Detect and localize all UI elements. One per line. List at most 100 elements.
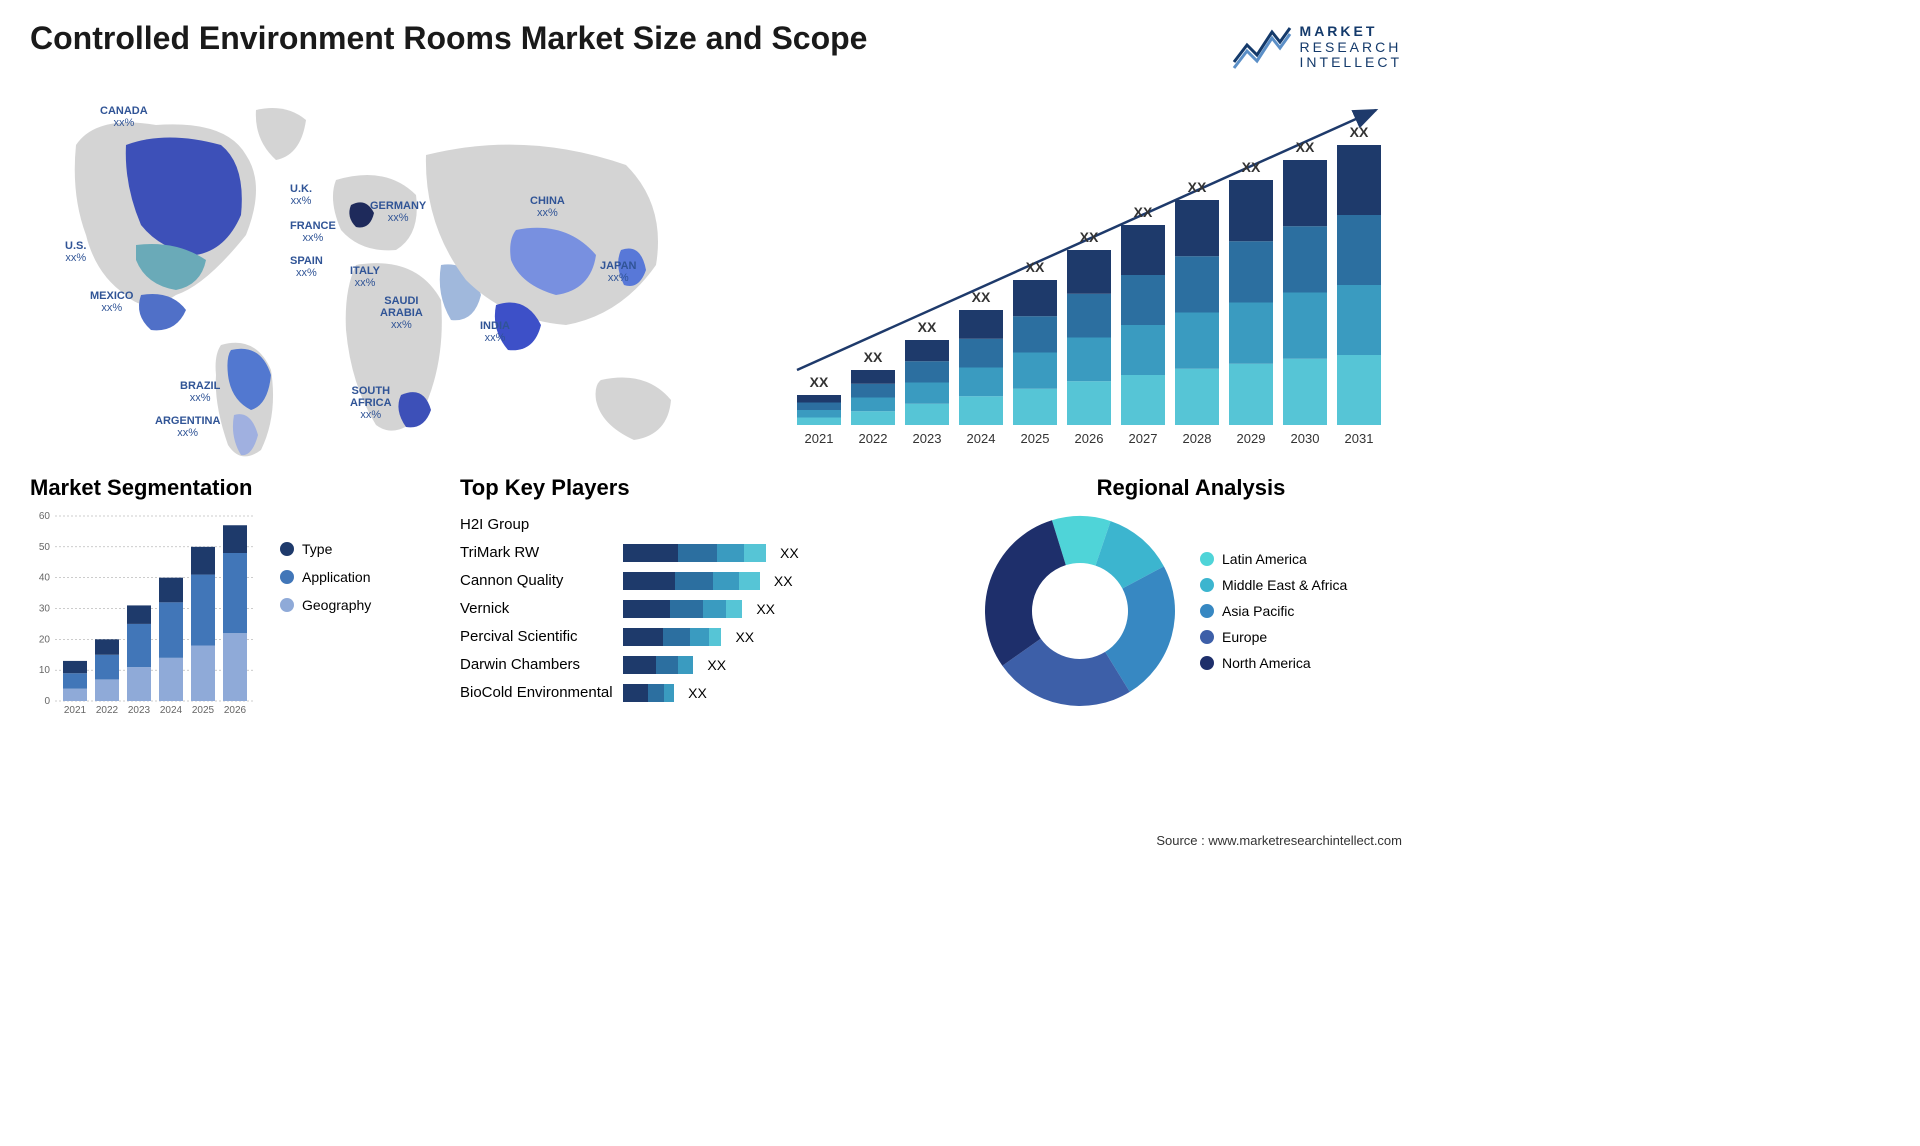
segmentation-chart: 0102030405060202120222023202420252026	[30, 511, 260, 721]
map-country-label: CANADAxx%	[100, 105, 148, 129]
regional-panel: Regional Analysis Latin America Middle Ea…	[980, 475, 1402, 721]
svg-text:2025: 2025	[192, 705, 215, 716]
legend-item: Asia Pacific	[1200, 603, 1347, 619]
segmentation-title: Market Segmentation	[30, 475, 430, 501]
svg-text:2022: 2022	[859, 431, 888, 446]
svg-text:20: 20	[39, 634, 51, 645]
map-country-label: ITALYxx%	[350, 265, 380, 289]
svg-text:50: 50	[39, 542, 51, 553]
map-country-label: SPAINxx%	[290, 255, 323, 279]
map-country-label: INDIAxx%	[480, 320, 510, 344]
svg-text:XX: XX	[1296, 139, 1315, 155]
player-bar	[623, 656, 693, 674]
svg-text:XX: XX	[1188, 179, 1207, 195]
svg-text:2030: 2030	[1291, 431, 1320, 446]
map-country-label: BRAZILxx%	[180, 380, 220, 404]
map-country-label: GERMANYxx%	[370, 200, 426, 224]
legend-item: Geography	[280, 597, 371, 613]
player-row: BioCold Environmental XX	[460, 679, 950, 706]
player-value: XX	[780, 545, 799, 561]
players-chart: H2I GroupTriMark RWXXCannon QualityXXVer…	[460, 511, 950, 706]
svg-text:2029: 2029	[1237, 431, 1266, 446]
map-country-label: SAUDIARABIAxx%	[380, 295, 423, 331]
brand-logo: MARKET RESEARCH INTELLECT	[1232, 20, 1402, 75]
player-name: Cannon Quality	[460, 572, 615, 589]
player-name: H2I Group	[460, 516, 615, 533]
player-row: Percival Scientific XX	[460, 623, 950, 650]
svg-text:XX: XX	[864, 349, 883, 365]
players-panel: Top Key Players H2I GroupTriMark RWXXCan…	[460, 475, 950, 721]
svg-text:XX: XX	[972, 289, 991, 305]
svg-text:0: 0	[44, 696, 50, 707]
logo-text: MARKET RESEARCH INTELLECT	[1300, 24, 1402, 70]
svg-text:2026: 2026	[224, 705, 247, 716]
map-country-label: U.S.xx%	[65, 240, 86, 264]
svg-text:2024: 2024	[967, 431, 996, 446]
player-name: BioCold Environmental	[460, 684, 615, 701]
player-value: XX	[735, 629, 754, 645]
svg-text:2021: 2021	[805, 431, 834, 446]
svg-text:2028: 2028	[1183, 431, 1212, 446]
svg-text:XX: XX	[810, 374, 829, 390]
svg-text:2025: 2025	[1021, 431, 1050, 446]
growth-chart-panel: 2021 2022 2023 2024 2025 2026 2027 2028 2029 2030…	[782, 85, 1402, 465]
svg-text:2021: 2021	[64, 705, 87, 716]
map-country-label: U.K.xx%	[290, 183, 312, 207]
legend-item: Europe	[1200, 629, 1347, 645]
legend-item: Middle East & Africa	[1200, 577, 1347, 593]
player-name: Percival Scientific	[460, 628, 615, 645]
svg-text:2023: 2023	[913, 431, 942, 446]
player-row: Darwin Chambers XX	[460, 651, 950, 678]
players-title: Top Key Players	[460, 475, 950, 501]
regional-title: Regional Analysis	[980, 475, 1402, 501]
legend-item: Type	[280, 541, 371, 557]
svg-text:XX: XX	[1350, 124, 1369, 140]
svg-text:10: 10	[39, 665, 51, 676]
svg-text:2027: 2027	[1129, 431, 1158, 446]
player-name: Vernick	[460, 600, 615, 617]
source-attribution: Source : www.marketresearchintellect.com	[1156, 833, 1402, 848]
segmentation-legend: Type Application Geography	[280, 511, 371, 721]
player-bar	[623, 600, 742, 618]
svg-text:XX: XX	[918, 319, 937, 335]
map-country-label: SOUTHAFRICAxx%	[350, 385, 392, 421]
legend-item: Application	[280, 569, 371, 585]
svg-text:XX: XX	[1242, 159, 1261, 175]
map-country-label: MEXICOxx%	[90, 290, 133, 314]
legend-item: North America	[1200, 655, 1347, 671]
world-map-panel: CANADAxx% U.S.xx% MEXICOxx% BRAZILxx% ARGENT…	[30, 85, 742, 465]
source-url: www.marketresearchintellect.com	[1208, 833, 1402, 848]
map-country-label: CHINAxx%	[530, 195, 565, 219]
player-row: Cannon Quality XX	[460, 567, 950, 594]
svg-text:30: 30	[39, 604, 51, 615]
page-title: Controlled Environment Rooms Market Size…	[30, 20, 867, 57]
svg-text:XX: XX	[1134, 204, 1153, 220]
player-value: XX	[756, 601, 775, 617]
player-row: Vernick XX	[460, 595, 950, 622]
svg-text:XX: XX	[1080, 229, 1099, 245]
player-value: XX	[707, 657, 726, 673]
svg-text:2024: 2024	[160, 705, 183, 716]
player-bar	[623, 544, 766, 562]
logo-icon	[1232, 20, 1292, 75]
player-name: Darwin Chambers	[460, 656, 615, 673]
legend-item: Latin America	[1200, 551, 1347, 567]
svg-text:2023: 2023	[128, 705, 151, 716]
player-value: XX	[688, 685, 707, 701]
player-bar	[623, 628, 721, 646]
svg-text:2031: 2031	[1345, 431, 1374, 446]
svg-text:2026: 2026	[1075, 431, 1104, 446]
regional-legend: Latin America Middle East & Africa Asia Pa…	[1200, 551, 1347, 671]
map-country-label: ARGENTINAxx%	[155, 415, 220, 439]
player-value: XX	[774, 573, 793, 589]
segmentation-panel: Market Segmentation 0 10 20 30 40 50 60 2021 202…	[30, 475, 430, 721]
map-country-label: JAPANxx%	[600, 260, 636, 284]
svg-text:40: 40	[39, 573, 51, 584]
player-bar	[623, 572, 760, 590]
svg-text:60: 60	[39, 511, 51, 522]
regional-donut	[980, 511, 1180, 711]
map-country-label: FRANCExx%	[290, 220, 336, 244]
svg-text:XX: XX	[1026, 259, 1045, 275]
player-row: H2I Group	[460, 511, 950, 538]
growth-bar-chart: 2021 2022 2023 2024 2025 2026 2027 2028 2029 2030…	[782, 85, 1402, 465]
